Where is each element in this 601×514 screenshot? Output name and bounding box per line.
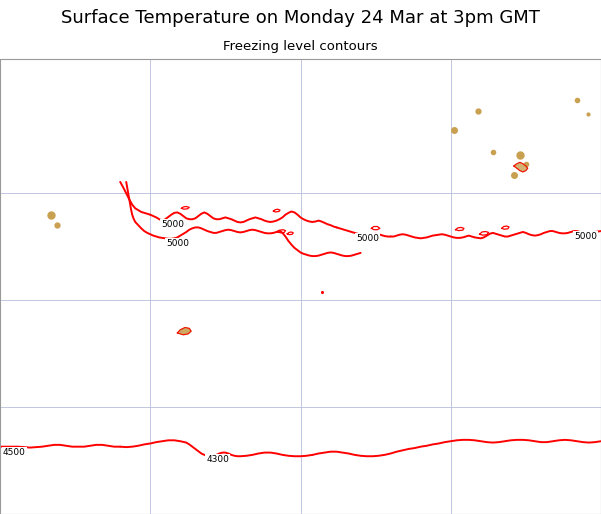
Text: 4300: 4300 <box>206 455 229 464</box>
Text: 5000: 5000 <box>574 232 597 241</box>
Text: Freezing level contours: Freezing level contours <box>223 40 378 52</box>
Text: 5000: 5000 <box>161 220 184 229</box>
Text: 4500: 4500 <box>3 448 26 457</box>
Polygon shape <box>514 162 528 172</box>
Text: 5000: 5000 <box>166 239 189 248</box>
Text: 5000: 5000 <box>356 234 379 243</box>
Text: Surface Temperature on Monday 24 Mar at 3pm GMT: Surface Temperature on Monday 24 Mar at … <box>61 9 540 27</box>
Polygon shape <box>177 327 191 335</box>
